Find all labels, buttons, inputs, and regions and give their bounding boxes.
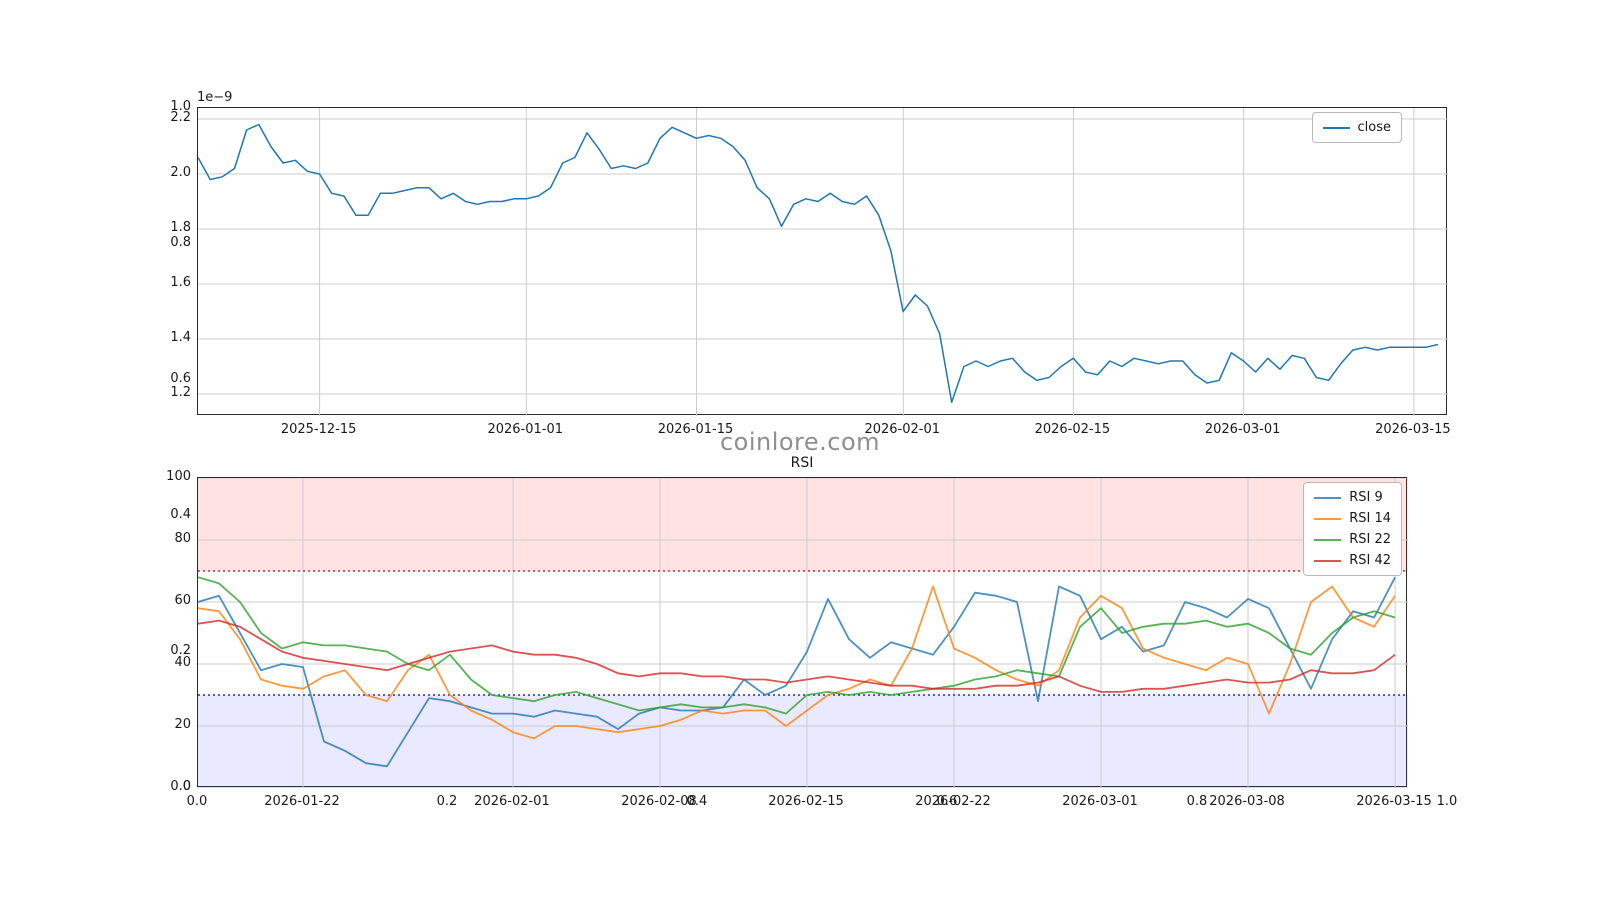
- rsi-chart-canvas: [198, 478, 1408, 788]
- legend-item: RSI 14: [1314, 508, 1391, 529]
- hidden-x-tick-label: 0.6: [936, 794, 958, 809]
- rsi-chart: [197, 477, 1408, 788]
- x-tick-label: 2025-12-15: [280, 422, 357, 437]
- legend-item: close: [1322, 117, 1391, 138]
- legend-label: RSI 42: [1349, 553, 1391, 568]
- legend-label: RSI 9: [1349, 490, 1383, 505]
- x-tick-label: 2026-01-01: [487, 422, 564, 437]
- y-tick-label: 40: [174, 655, 191, 670]
- y-tick-label: 0: [182, 779, 191, 794]
- hidden-y-tick-label: 0.2: [170, 643, 191, 658]
- series-rsi-22-line: [198, 576, 1396, 715]
- series-close-line: [198, 123, 1439, 404]
- x-tick-label: 2026-02-01: [864, 422, 941, 437]
- x-tick-label: 2026-03-01: [1062, 794, 1138, 809]
- legend-line-sample: [1314, 559, 1342, 562]
- legend-item: RSI 22: [1314, 529, 1391, 550]
- price-chart-canvas: [198, 108, 1448, 416]
- x-tick-label: 2026-03-08: [1209, 794, 1285, 809]
- legend-line-sample: [1314, 496, 1342, 499]
- hidden-y-tick-label: 1.0: [170, 99, 191, 114]
- y-tick-label: 100: [166, 469, 191, 484]
- hidden-y-tick-label: 0.4: [170, 507, 191, 522]
- x-tick-label: 2026-03-15: [1375, 422, 1451, 437]
- x-tick-label: 2026-02-15: [768, 794, 844, 809]
- legend-line-sample: [1322, 126, 1350, 129]
- overbought-band: [198, 478, 1408, 571]
- legend-label: close: [1357, 120, 1391, 135]
- y-tick-label: 1.8: [170, 220, 191, 235]
- hidden-x-tick-label: 0.0: [186, 794, 208, 809]
- axis-offset-label: 1e−9: [197, 90, 233, 105]
- hidden-x-tick-label: 0.2: [436, 794, 458, 809]
- oversold-band: [198, 695, 1408, 788]
- series-rsi-14-line: [198, 585, 1396, 740]
- watermark: coinlore.com: [719, 428, 881, 456]
- series-rsi-42-line: [198, 619, 1396, 693]
- x-tick-label: 2026-02-08: [621, 794, 697, 809]
- y-tick-label: 80: [174, 531, 191, 546]
- legend: RSI 9 RSI 14 RSI 22 RSI 42: [1303, 482, 1402, 576]
- x-tick-label: 2026-02-01: [474, 794, 550, 809]
- y-tick-label: 1.2: [170, 385, 191, 400]
- hidden-y-tick-label: 0.0: [170, 779, 191, 794]
- legend-line-sample: [1314, 517, 1342, 520]
- x-tick-label: 2026-03-01: [1204, 422, 1281, 437]
- series-rsi-9-line: [198, 576, 1396, 768]
- hidden-x-tick-label: 0.4: [686, 794, 708, 809]
- hidden-y-tick-label: 0.6: [170, 371, 191, 386]
- x-tick-label: 2026-01-22: [264, 794, 340, 809]
- hidden-y-tick-label: 0.8: [170, 235, 191, 250]
- legend-label: RSI 22: [1349, 532, 1391, 547]
- y-tick-label: 2.2: [170, 110, 191, 125]
- legend-line-sample: [1314, 538, 1342, 541]
- y-tick-label: 2.0: [170, 165, 191, 180]
- y-tick-label: 1.6: [170, 275, 191, 290]
- y-tick-label: 20: [174, 717, 191, 732]
- x-tick-label: 2026-02-15: [1034, 422, 1111, 437]
- price-chart: [197, 107, 1448, 416]
- legend-item: RSI 9: [1314, 487, 1391, 508]
- x-tick-label: 2026-01-15: [657, 422, 734, 437]
- y-tick-label: 60: [174, 593, 191, 608]
- legend: close: [1311, 112, 1402, 143]
- x-tick-label: 2026-02-22: [915, 794, 991, 809]
- y-tick-label: 1.4: [170, 330, 191, 345]
- plot-title: RSI: [790, 455, 814, 471]
- legend-item: RSI 42: [1314, 550, 1391, 571]
- legend-label: RSI 14: [1349, 511, 1391, 526]
- hidden-x-tick-label: 0.8: [1186, 794, 1208, 809]
- hidden-x-tick-label: 1.0: [1436, 794, 1458, 809]
- x-tick-label: 2026-03-15: [1356, 794, 1432, 809]
